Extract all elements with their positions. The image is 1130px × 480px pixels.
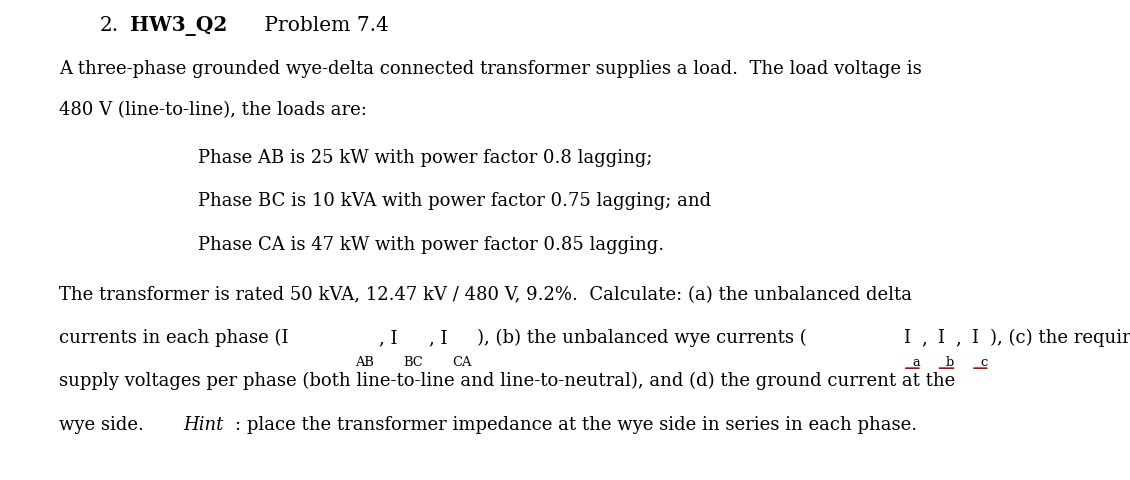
Text: 2.: 2. [99, 16, 119, 35]
Text: I: I [971, 329, 979, 347]
Text: AB: AB [355, 356, 374, 369]
Text: b: b [946, 356, 954, 369]
Text: Phase CA is 47 kW with power factor 0.85 lagging.: Phase CA is 47 kW with power factor 0.85… [198, 236, 664, 253]
Text: 480 V (line-to-line), the loads are:: 480 V (line-to-line), the loads are: [59, 101, 366, 119]
Text: a: a [912, 356, 920, 369]
Text: CA: CA [452, 356, 472, 369]
Text: c: c [980, 356, 988, 369]
Text: ), (b) the unbalanced wye currents (: ), (b) the unbalanced wye currents ( [478, 329, 807, 347]
Text: The transformer is rated 50 kVA, 12.47 kV / 480 V, 9.2%.  Calculate: (a) the unb: The transformer is rated 50 kVA, 12.47 k… [59, 286, 912, 304]
Text: wye side.: wye side. [59, 416, 155, 433]
Text: ), (c) the required: ), (c) the required [990, 329, 1130, 347]
Text: : place the transformer impedance at the wye side in series in each phase.: : place the transformer impedance at the… [235, 416, 918, 433]
Text: HW3_Q2: HW3_Q2 [130, 16, 227, 36]
Text: ,: , [922, 329, 933, 347]
Text: , I: , I [428, 329, 447, 347]
Text: Problem 7.4: Problem 7.4 [258, 16, 389, 35]
Text: Phase BC is 10 kVA with power factor 0.75 lagging; and: Phase BC is 10 kVA with power factor 0.7… [198, 192, 711, 210]
Text: , I: , I [380, 329, 398, 347]
Text: supply voltages per phase (both line-to-line and line-to-neutral), and (d) the g: supply voltages per phase (both line-to-… [59, 372, 955, 390]
Text: ,: , [956, 329, 967, 347]
Text: BC: BC [403, 356, 423, 369]
Text: Hint: Hint [183, 416, 224, 433]
Text: I: I [903, 329, 910, 347]
Text: A three-phase grounded wye-delta connected transformer supplies a load.  The loa: A three-phase grounded wye-delta connect… [59, 60, 921, 78]
Text: Phase AB is 25 kW with power factor 0.8 lagging;: Phase AB is 25 kW with power factor 0.8 … [198, 149, 652, 167]
Text: currents in each phase (I: currents in each phase (I [59, 329, 288, 347]
Text: I: I [937, 329, 944, 347]
